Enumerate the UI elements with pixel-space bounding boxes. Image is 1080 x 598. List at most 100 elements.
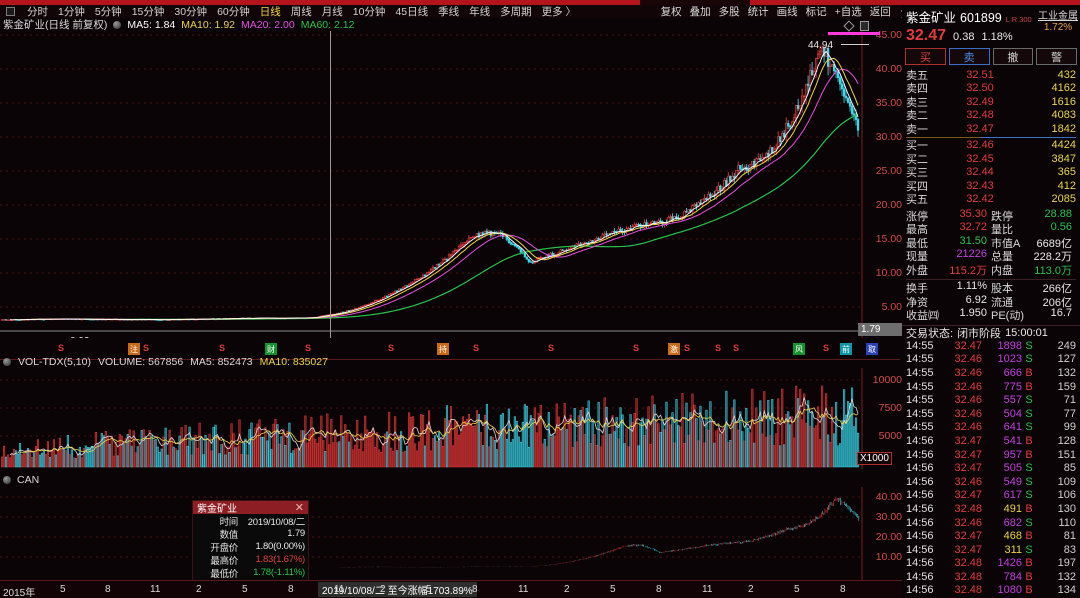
marker-teal-icon[interactable]: 前 [840, 343, 852, 355]
marker-s-icon[interactable]: S [633, 343, 640, 353]
bid-row[interactable]: 买二 32.45 3847 [902, 152, 1080, 166]
period-tab-3[interactable]: 15分钟 [131, 6, 165, 18]
marker-s-icon[interactable]: S [219, 343, 226, 353]
period-tab-12[interactable]: 年线 [469, 6, 491, 18]
square-icon[interactable] [860, 21, 869, 31]
tick-row[interactable]: 14:55 32.46 504 S 77 [902, 407, 1080, 421]
marker-green-icon[interactable]: 财 [265, 343, 277, 355]
marker-orange-icon[interactable]: 激 [668, 343, 680, 355]
bid-row[interactable]: 买五 32.42 2085 [902, 193, 1080, 206]
cancel-order-button[interactable]: 撤 [992, 48, 1034, 65]
period-tab-8[interactable]: 月线 [321, 6, 343, 18]
toolbar-action-5[interactable]: 标记 [805, 6, 827, 18]
ma60-legend: MA60: 2.12 [300, 18, 355, 31]
ask-row[interactable]: 卖三 32.49 1616 [902, 95, 1080, 109]
marker-s-icon[interactable]: S [548, 343, 555, 353]
tick-row[interactable]: 14:56 32.48 1426 B 197 [902, 557, 1080, 571]
period-tab-6[interactable]: 日线 [259, 6, 281, 18]
period-tab-7[interactable]: 周线 [290, 6, 312, 18]
crosshair-vertical-line[interactable] [330, 31, 331, 360]
marker-green-icon[interactable]: 风 [793, 343, 805, 355]
price-axis-label: 30.00 [875, 131, 902, 143]
marker-s-icon[interactable]: S [388, 343, 395, 353]
sell-button[interactable]: 卖 [948, 48, 990, 65]
tooltip-row-value: 2019/10/08/二 [247, 516, 305, 528]
tick-count: 132 [1057, 366, 1076, 379]
toolbar-action-1[interactable]: 叠加 [689, 6, 711, 18]
marker-s-icon[interactable]: S [733, 343, 740, 353]
toolbar-action-3[interactable]: 统计 [747, 6, 769, 18]
alert-button[interactable]: 警 [1036, 48, 1077, 65]
period-tab-10[interactable]: 45日线 [395, 6, 429, 18]
toolbar-action-6[interactable]: +自选 [834, 6, 862, 18]
toolbar-action-4[interactable]: 画线 [776, 6, 798, 18]
tick-row[interactable]: 14:56 32.47 541 B 128 [902, 434, 1080, 448]
period-tab-1[interactable]: 1分钟 [58, 6, 85, 18]
period-tab-14[interactable]: 更多 〉 [541, 6, 577, 18]
bid-row[interactable]: 买一 32.46 4424 [902, 139, 1080, 152]
price-chart[interactable] [0, 31, 900, 338]
tick-volume: 557 [1003, 394, 1022, 407]
tick-row[interactable]: 14:55 32.46 1023 S 127 [902, 353, 1080, 367]
close-icon[interactable]: ✕ [294, 502, 304, 514]
checkbox-icon[interactable] [6, 7, 15, 16]
marker-orange-icon[interactable]: 持 [437, 343, 449, 355]
tick-row[interactable]: 14:55 32.46 641 S 99 [902, 421, 1080, 435]
marker-s-icon[interactable]: S [715, 343, 722, 353]
period-tab-9[interactable]: 10分钟 [352, 6, 386, 18]
quote-sector-name[interactable]: 工业金属 [1038, 11, 1078, 22]
bid-row[interactable]: 买三 32.44 365 [902, 166, 1080, 179]
date-axis-bar[interactable]: 2015年 2019/10/08/二 至今涨幅1703.89% 日线 58112… [0, 580, 1080, 598]
ask-row[interactable]: 卖四 32.50 4162 [902, 82, 1080, 95]
stat-value: 6.92 [965, 293, 987, 306]
tick-row[interactable]: 14:55 32.46 666 B 132 [902, 366, 1080, 380]
tick-row[interactable]: 14:56 32.48 1080 B 134 [902, 584, 1080, 598]
period-tab-4[interactable]: 30分钟 [174, 6, 208, 18]
buy-button[interactable]: 买 [905, 48, 946, 65]
tick-row[interactable]: 14:55 32.47 1898 S 249 [902, 339, 1080, 353]
circle-icon[interactable] [113, 20, 122, 29]
tick-row[interactable]: 14:56 32.47 505 S 85 [902, 461, 1080, 475]
marker-s-icon[interactable]: S [684, 343, 691, 353]
marker-s-icon[interactable]: S [305, 343, 312, 353]
tick-row[interactable]: 14:56 32.47 957 B 151 [902, 448, 1080, 462]
volume-unit-label: X1000 [857, 452, 892, 465]
tick-trade-list[interactable]: 14:55 32.47 1898 S 249 14:55 32.46 1023 S 127 14:5… [902, 339, 1080, 598]
tick-row[interactable]: 14:55 32.46 775 B 159 [902, 380, 1080, 394]
tick-row[interactable]: 14:56 32.47 468 B 81 [902, 529, 1080, 543]
period-tab-11[interactable]: 季线 [438, 6, 460, 18]
circle-icon[interactable] [3, 358, 11, 366]
period-tab-5[interactable]: 60分钟 [217, 6, 250, 18]
marker-s-icon[interactable]: S [58, 343, 65, 353]
toolbar-action-0[interactable]: 复权 [660, 6, 682, 18]
tick-row[interactable]: 14:55 32.46 557 S 71 [902, 393, 1080, 407]
tick-time: 14:56 [906, 530, 934, 543]
ask-row[interactable]: 卖五 32.51 432 [902, 68, 1080, 82]
ask-row[interactable]: 卖二 32.48 4083 [902, 109, 1080, 122]
tick-row[interactable]: 14:56 32.46 549 S 109 [902, 475, 1080, 489]
period-tab-2[interactable]: 5分钟 [94, 6, 122, 18]
can-chart[interactable] [0, 487, 900, 580]
toolbar-action-7[interactable]: 返回 [869, 6, 891, 18]
tick-row[interactable]: 14:56 32.48 784 B 132 [902, 570, 1080, 584]
tick-row[interactable]: 14:56 32.47 311 S 83 [902, 543, 1080, 557]
marker-orange-icon[interactable]: 注 [128, 343, 140, 355]
marker-s-icon[interactable]: S [143, 343, 150, 353]
marker-blue-icon[interactable]: 取 [866, 343, 878, 355]
bid-row[interactable]: 买四 32.43 412 [902, 179, 1080, 193]
order-price: 32.50 [966, 82, 994, 95]
volume-chart[interactable] [0, 368, 900, 469]
marker-row-baseline [0, 359, 900, 360]
tick-row[interactable]: 14:56 32.47 617 S 106 [902, 489, 1080, 503]
tick-row[interactable]: 14:56 32.46 682 S 110 [902, 516, 1080, 530]
marker-s-icon[interactable]: S [473, 343, 480, 353]
quote-sector-box[interactable]: 工业金属 1.72% [1038, 7, 1078, 33]
period-tab-0[interactable]: 分时 [27, 6, 48, 18]
toolbar-action-2[interactable]: 多股 [718, 6, 740, 18]
marker-s-icon[interactable]: S [823, 343, 830, 353]
order-book-divider-accent [980, 136, 1076, 138]
circle-icon[interactable] [3, 475, 11, 484]
period-tab-13[interactable]: 多周期 [500, 6, 532, 18]
ask-row[interactable]: 卖一 32.47 1842 [902, 122, 1080, 136]
tick-row[interactable]: 14:56 32.48 491 B 130 [902, 502, 1080, 516]
